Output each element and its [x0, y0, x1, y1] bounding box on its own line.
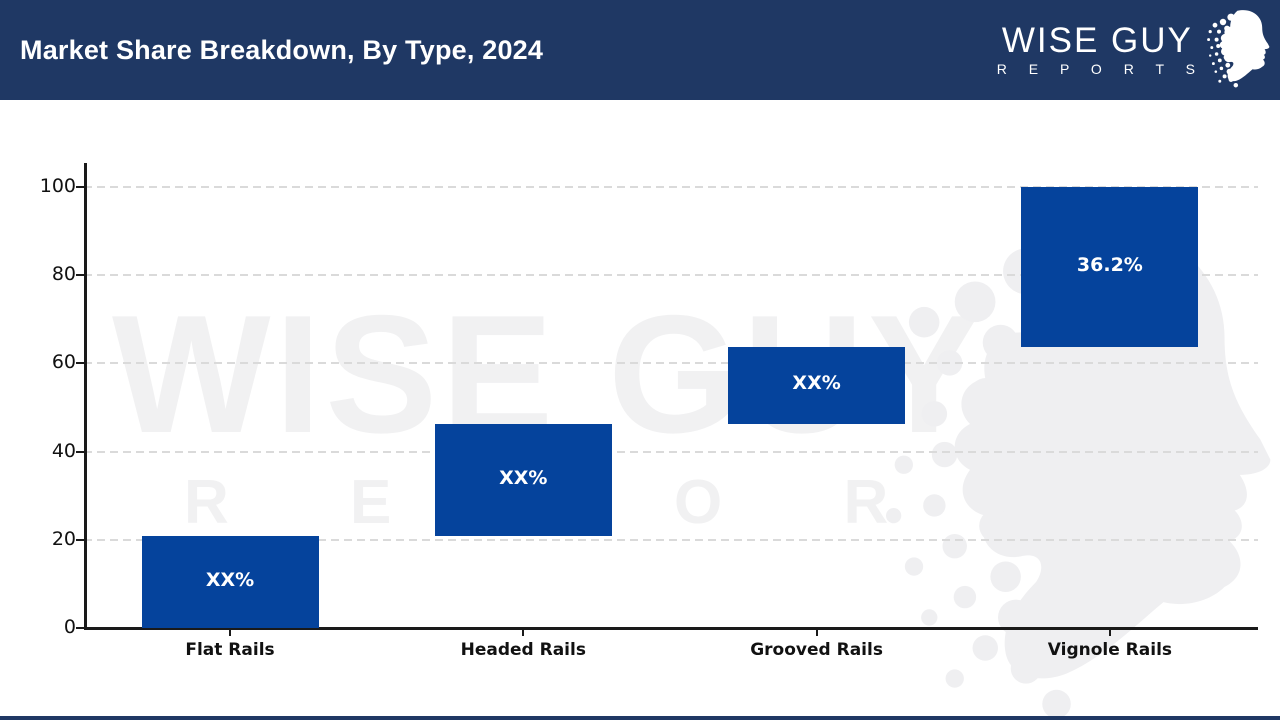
- y-tick-label: 20: [51, 527, 76, 550]
- x-tickmark: [815, 630, 818, 636]
- y-tickmark: [76, 362, 84, 365]
- y-tick-label: 0: [63, 616, 76, 638]
- x-category-label: Headed Rails: [460, 640, 586, 660]
- bar-value-label: XX%: [499, 467, 548, 490]
- x-tickmark: [229, 630, 231, 636]
- bar: [1021, 187, 1199, 347]
- y-tickmark: [76, 186, 84, 188]
- y-tick-label: 60: [51, 351, 76, 374]
- x-category-label: Vignole Rails: [1047, 640, 1173, 660]
- y-tickmark: [76, 538, 84, 541]
- gridline: [84, 274, 1258, 277]
- bar: [434, 423, 612, 537]
- y-tick-label: 80: [51, 263, 76, 286]
- x-axis-spine: [84, 627, 1258, 630]
- y-tick-label: 100: [39, 175, 76, 197]
- logo-text: WISE GUY R E P O R T S: [991, 21, 1204, 77]
- gridline: [84, 362, 1258, 365]
- y-tickmark: [76, 627, 84, 629]
- x-tickmark: [522, 630, 525, 636]
- chart-area: WISE GUY R E P O R T S 0 20 40 60 80 100 XX% Fl…: [0, 100, 1280, 716]
- bar: [141, 536, 319, 628]
- logo-wiseguy-text: WISE GUY: [1001, 21, 1193, 61]
- footer-strip: [0, 716, 1280, 720]
- page-title: Market Share Breakdown, By Type, 2024: [20, 34, 544, 65]
- x-category-label: Grooved Rails: [750, 640, 883, 660]
- y-tickmark: [76, 274, 84, 277]
- gridline: [84, 186, 1258, 188]
- x-tickmark: [1108, 630, 1111, 636]
- header: Market Share Breakdown, By Type, 2024 WI…: [0, 0, 1280, 100]
- gridline: [84, 450, 1258, 453]
- wiseguy-logo: WISE GUY R E P O R T S: [991, 2, 1272, 98]
- logo-reports-text: R E P O R T S: [996, 60, 1204, 77]
- y-axis-spine: [84, 163, 87, 630]
- bar-value-label: 36.2%: [1076, 253, 1143, 276]
- bar: [728, 346, 906, 424]
- x-category-label: Flat Rails: [185, 640, 275, 660]
- plot-area: 0 20 40 60 80 100 XX% Flat Rails XX% Headed Rails…: [0, 100, 1280, 716]
- bar-value-label: XX%: [792, 372, 841, 395]
- y-tickmark: [76, 450, 84, 453]
- y-tick-label: 40: [51, 439, 76, 462]
- bar-value-label: XX%: [205, 569, 255, 592]
- gridline: [84, 538, 1258, 541]
